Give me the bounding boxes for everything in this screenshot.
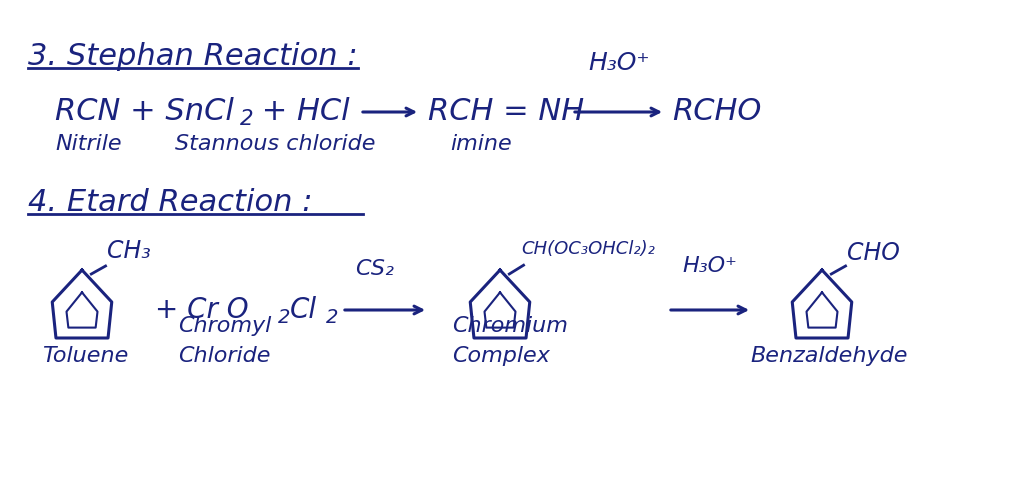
Text: CHO: CHO — [847, 241, 900, 266]
Text: CS₂: CS₂ — [355, 259, 394, 279]
Text: RCHO: RCHO — [672, 97, 762, 126]
Text: H₃O⁺: H₃O⁺ — [682, 256, 737, 276]
Text: 4. Etard Reaction :: 4. Etard Reaction : — [28, 188, 312, 217]
Text: H₃O⁺: H₃O⁺ — [588, 51, 649, 75]
Text: imine: imine — [450, 134, 512, 154]
Text: + Cr O: + Cr O — [155, 296, 249, 324]
Text: 2: 2 — [240, 109, 254, 129]
Text: Chromium
Complex: Chromium Complex — [452, 317, 568, 366]
Text: Cl: Cl — [290, 296, 317, 324]
Text: Nitrile: Nitrile — [55, 134, 122, 154]
Text: 2: 2 — [326, 308, 338, 327]
Text: Toluene: Toluene — [42, 346, 128, 366]
Text: 2: 2 — [278, 308, 291, 327]
Text: + HCl: + HCl — [252, 97, 349, 126]
Text: Benzaldehyde: Benzaldehyde — [750, 346, 907, 366]
Text: Stannous chloride: Stannous chloride — [175, 134, 376, 154]
Text: 3. Stephan Reaction :: 3. Stephan Reaction : — [28, 42, 357, 71]
Text: RCN + SnCl: RCN + SnCl — [55, 97, 233, 126]
Text: CH₃: CH₃ — [106, 239, 151, 263]
Text: Chromyl
Chloride: Chromyl Chloride — [178, 317, 271, 366]
Text: RCH = NH: RCH = NH — [428, 97, 584, 126]
Text: CH(OC₃OHCl₂)₂: CH(OC₃OHCl₂)₂ — [521, 240, 655, 258]
